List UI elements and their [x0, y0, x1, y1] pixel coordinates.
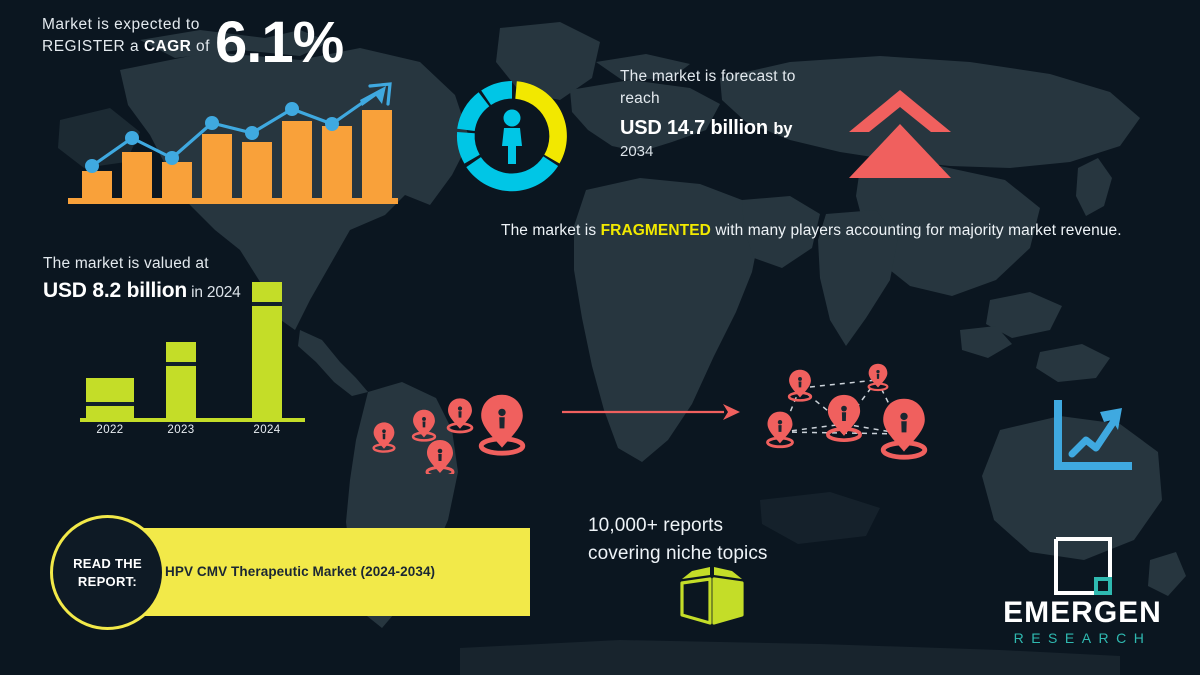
forecast-text-block: The market is forecast to reach USD 14.7…: [620, 66, 880, 160]
read-the-report-badge[interactable]: READ THE REPORT:: [50, 515, 165, 630]
cagr-value: 6.1%: [215, 10, 344, 75]
logo-brand-name: EMERGEN: [1003, 596, 1162, 629]
cagr-line-2: REGISTER a CAGR of: [42, 36, 210, 58]
valued-line-1: The market is valued at: [43, 255, 209, 272]
growth-chart-icon: [1052, 398, 1132, 472]
reports-line-2: covering niche topics: [588, 542, 768, 564]
forecast-line-1a: The market is forecast to: [620, 68, 796, 85]
map-pin: [446, 396, 474, 434]
valued-suffix: in 2024: [187, 284, 241, 301]
bar-2023: [166, 342, 196, 418]
forecast-by: by: [773, 119, 793, 138]
map-pin: [372, 421, 396, 453]
map-pins-cluster-right: [752, 358, 952, 476]
bar-label-2022: 2022: [96, 424, 124, 436]
market-value-text-block: The market is valued at USD 8.2 billion …: [43, 255, 241, 303]
square-outline-icon: [1052, 535, 1114, 597]
market-value-bar-chart: 2022 2023 2024: [70, 276, 315, 446]
cagr-keyword: CAGR: [143, 38, 192, 55]
bar-label-2023: 2023: [167, 424, 195, 436]
map-pin: [883, 399, 925, 457]
map-pin: [425, 438, 455, 478]
double-up-arrow-icon: [845, 88, 955, 180]
read-the-report-label: READ THE REPORT:: [73, 555, 142, 589]
forecast-line-1b: reach: [620, 90, 660, 108]
forecast-year: 2034: [620, 142, 654, 160]
valued-value: USD 8.2 billion: [43, 279, 188, 302]
cagr-lines: Market is expected to REGISTER a CAGR of: [42, 14, 210, 58]
valued-value-row: USD 8.2 billion in 2024: [43, 279, 241, 303]
map-pin: [481, 395, 523, 453]
report-banner[interactable]: [128, 528, 530, 616]
fragmented-post: with many players accounting for majorit…: [710, 222, 1122, 239]
growth-bar-chart: [60, 78, 400, 213]
fragmented-statement: The market is FRAGMENTED with many playe…: [501, 219, 1141, 243]
forecast-value: USD 14.7 billion: [620, 116, 768, 139]
open-book-icon: [676, 565, 748, 627]
report-title: HPV CMV Therapeutic Market (2024-2034): [165, 564, 436, 579]
map-pin: [766, 410, 794, 449]
forecast-line-1: The market is forecast to reach: [620, 66, 880, 111]
reports-line-1: 10,000+ reports: [588, 515, 724, 536]
right-arrow-icon: [560, 400, 740, 424]
logo-tagline: RESEARCH: [1013, 630, 1152, 646]
fragmented-highlight: FRAGMENTED: [600, 222, 711, 239]
fragmented-pre: The market is: [501, 222, 601, 239]
bar-label-2024: 2024: [253, 424, 281, 436]
cagr-line-1: Market is expected to: [42, 16, 200, 33]
cagr-text-block: Market is expected to REGISTER a CAGR of: [42, 14, 210, 58]
map-pin: [787, 368, 813, 402]
forecast-value-row: USD 14.7 billion by: [620, 117, 880, 140]
person-icon: [502, 109, 522, 164]
bar-2024: [252, 282, 282, 418]
bar-2022: [86, 378, 134, 418]
market-share-donut-chart: [428, 52, 596, 220]
map-pin: [411, 408, 437, 442]
map-pins-cluster-left: [360, 362, 550, 478]
cagr-line-2-post: of: [191, 38, 210, 55]
cagr-line-2-pre: REGISTER a: [42, 38, 144, 55]
map-pin: [867, 362, 889, 392]
reports-count-text: 10,000+ reports covering niche topics: [588, 512, 768, 567]
